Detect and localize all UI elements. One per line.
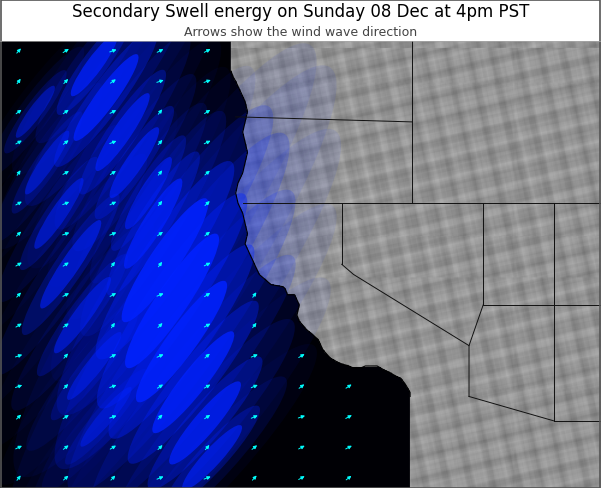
- Ellipse shape: [182, 425, 242, 488]
- Ellipse shape: [80, 112, 226, 337]
- Ellipse shape: [125, 158, 172, 230]
- Ellipse shape: [96, 94, 150, 172]
- Ellipse shape: [97, 194, 247, 409]
- Ellipse shape: [42, 343, 170, 488]
- Ellipse shape: [34, 179, 84, 249]
- Ellipse shape: [72, 75, 197, 252]
- Ellipse shape: [67, 332, 121, 400]
- Ellipse shape: [79, 278, 331, 488]
- Ellipse shape: [37, 255, 128, 376]
- Text: Arrows show the wind wave direction: Arrows show the wind wave direction: [184, 26, 417, 39]
- Ellipse shape: [0, 0, 220, 250]
- Ellipse shape: [51, 67, 255, 382]
- Ellipse shape: [71, 35, 118, 97]
- Ellipse shape: [91, 255, 296, 488]
- Ellipse shape: [169, 382, 241, 465]
- Ellipse shape: [50, 204, 337, 488]
- Ellipse shape: [26, 282, 162, 451]
- Ellipse shape: [28, 0, 218, 269]
- Ellipse shape: [0, 126, 120, 303]
- Ellipse shape: [19, 158, 99, 270]
- Ellipse shape: [11, 112, 83, 214]
- Ellipse shape: [90, 103, 207, 284]
- Ellipse shape: [0, 154, 147, 375]
- Ellipse shape: [11, 220, 154, 411]
- Ellipse shape: [137, 377, 287, 488]
- Ellipse shape: [152, 331, 234, 433]
- Ellipse shape: [65, 369, 147, 465]
- Ellipse shape: [12, 0, 177, 175]
- Ellipse shape: [25, 0, 188, 206]
- Ellipse shape: [73, 55, 139, 142]
- Text: Secondary Swell energy on Sunday 08 Dec at 4pm PST: Secondary Swell energy on Sunday 08 Dec …: [72, 3, 529, 21]
- Ellipse shape: [13, 44, 317, 477]
- Ellipse shape: [35, 0, 153, 144]
- Ellipse shape: [55, 36, 191, 230]
- Ellipse shape: [16, 86, 55, 139]
- Ellipse shape: [47, 40, 221, 287]
- Ellipse shape: [81, 387, 132, 447]
- Ellipse shape: [0, 84, 103, 243]
- Ellipse shape: [136, 281, 227, 403]
- Ellipse shape: [107, 344, 317, 488]
- Ellipse shape: [25, 131, 69, 195]
- Ellipse shape: [109, 245, 254, 439]
- Ellipse shape: [127, 301, 259, 464]
- Ellipse shape: [22, 130, 341, 488]
- Ellipse shape: [56, 106, 273, 415]
- Ellipse shape: [148, 357, 263, 488]
- Ellipse shape: [4, 71, 67, 154]
- Ellipse shape: [8, 66, 337, 488]
- Ellipse shape: [109, 128, 159, 199]
- Ellipse shape: [40, 221, 102, 309]
- Ellipse shape: [124, 179, 182, 269]
- Ellipse shape: [22, 194, 120, 335]
- Ellipse shape: [67, 190, 296, 488]
- Ellipse shape: [125, 234, 219, 368]
- Ellipse shape: [164, 406, 260, 488]
- Ellipse shape: [111, 136, 186, 251]
- Ellipse shape: [121, 199, 209, 323]
- Ellipse shape: [56, 16, 132, 116]
- Ellipse shape: [54, 29, 158, 167]
- Ellipse shape: [0, 47, 84, 178]
- Ellipse shape: [55, 133, 290, 469]
- Ellipse shape: [50, 312, 138, 421]
- Ellipse shape: [54, 277, 111, 354]
- Ellipse shape: [94, 107, 174, 220]
- Ellipse shape: [106, 152, 200, 296]
- Ellipse shape: [96, 162, 234, 360]
- Ellipse shape: [115, 319, 295, 488]
- Ellipse shape: [79, 71, 166, 195]
